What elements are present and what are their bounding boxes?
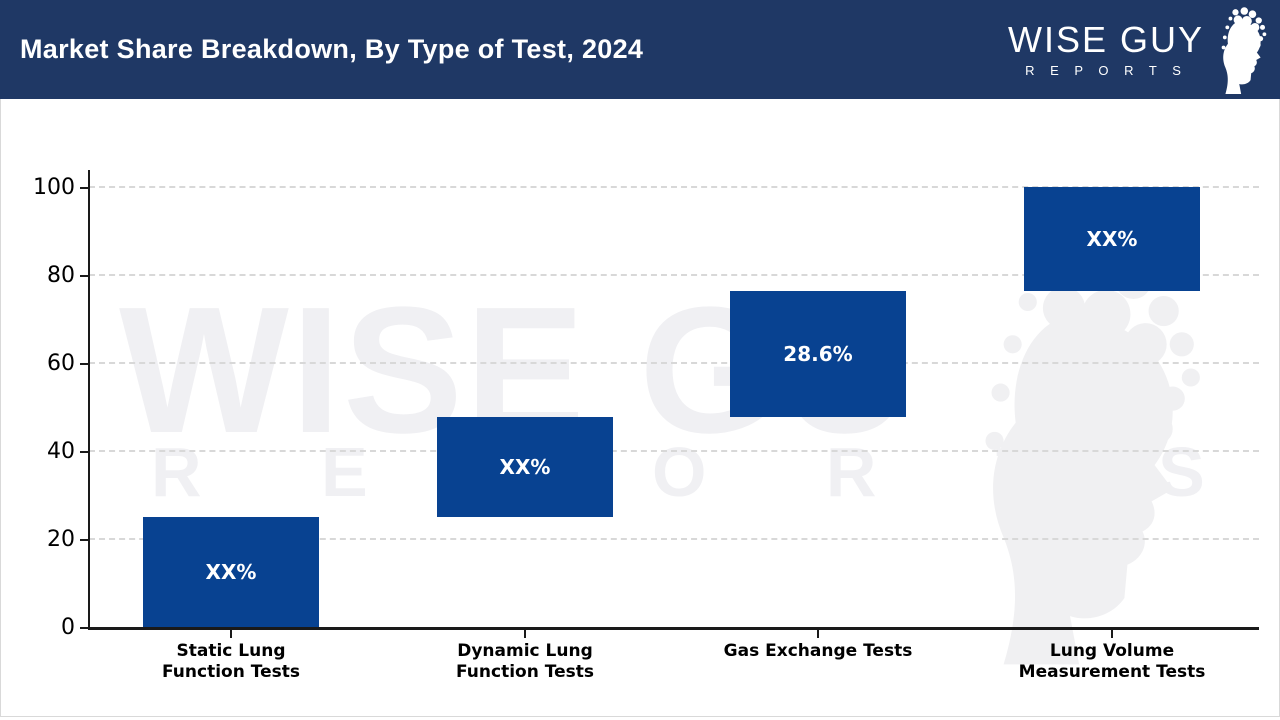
y-axis-tick bbox=[80, 363, 88, 365]
gridline bbox=[89, 450, 1259, 452]
x-tick-label-line: Measurement Tests bbox=[1018, 661, 1206, 682]
x-axis-tick bbox=[817, 630, 819, 638]
brand-name: WISE GUY bbox=[1007, 18, 1204, 60]
y-tick-label: 0 bbox=[61, 615, 75, 640]
gridline bbox=[89, 186, 1259, 188]
dot-head-logo-icon bbox=[1206, 6, 1270, 94]
bar bbox=[1024, 187, 1200, 292]
y-tick-label: 80 bbox=[47, 263, 75, 288]
x-tick-label: Static Lung Function Tests bbox=[91, 641, 371, 682]
x-axis-tick bbox=[524, 630, 526, 638]
header-bar: Market Share Breakdown, By Type of Test,… bbox=[0, 0, 1280, 99]
y-axis-line bbox=[88, 170, 90, 630]
bar-value-label: XX% bbox=[1086, 227, 1138, 252]
x-tick-label-line: Lung Volume bbox=[1049, 641, 1175, 661]
bar bbox=[143, 517, 319, 627]
x-tick-label: Gas Exchange Tests bbox=[678, 641, 958, 662]
watermark-dot-head-icon bbox=[913, 239, 1215, 667]
brand-logo: WISE GUY R E P O R T S bbox=[1008, 6, 1270, 94]
x-tick-label: Dynamic Lung Function Tests bbox=[385, 641, 665, 682]
gridline bbox=[89, 274, 1259, 276]
y-tick-label: 100 bbox=[33, 175, 75, 200]
bar bbox=[437, 417, 613, 517]
y-tick-label: 60 bbox=[47, 351, 75, 376]
x-tick-label-line: Gas Exchange Tests bbox=[723, 641, 913, 661]
x-axis-line bbox=[88, 627, 1259, 630]
page-title: Market Share Breakdown, By Type of Test,… bbox=[20, 34, 644, 64]
x-tick-label-line: Function Tests bbox=[456, 661, 594, 682]
y-axis-tick bbox=[80, 539, 88, 541]
bar-value-label: 28.6% bbox=[783, 342, 853, 367]
x-tick-label: Lung Volume Measurement Tests bbox=[972, 641, 1252, 682]
bar-value-label: XX% bbox=[205, 560, 257, 584]
y-tick-label: 20 bbox=[47, 527, 75, 552]
bar-value-label: XX% bbox=[499, 455, 551, 480]
x-axis-tick bbox=[230, 630, 232, 638]
y-tick-label: 40 bbox=[47, 439, 75, 464]
x-tick-label-line: Dynamic Lung bbox=[457, 641, 593, 661]
brand-logo-text: WISE GUY R E P O R T S bbox=[1007, 18, 1204, 78]
bar bbox=[730, 291, 906, 418]
x-tick-label-line: Function Tests bbox=[162, 661, 300, 682]
x-axis-tick bbox=[1111, 630, 1113, 638]
chart-canvas: WISE GU R E P O R T S XX% XX% 28.6% XX% 0 20 4… bbox=[0, 99, 1280, 717]
y-axis-tick bbox=[80, 451, 88, 453]
gridline bbox=[89, 538, 1259, 540]
gridline bbox=[89, 362, 1259, 364]
brand-subtitle: R E P O R T S bbox=[1025, 62, 1187, 78]
x-tick-label-line: Static Lung bbox=[176, 641, 286, 661]
y-axis-tick bbox=[80, 187, 88, 189]
y-axis-tick bbox=[80, 275, 88, 277]
y-axis-tick bbox=[80, 627, 88, 629]
